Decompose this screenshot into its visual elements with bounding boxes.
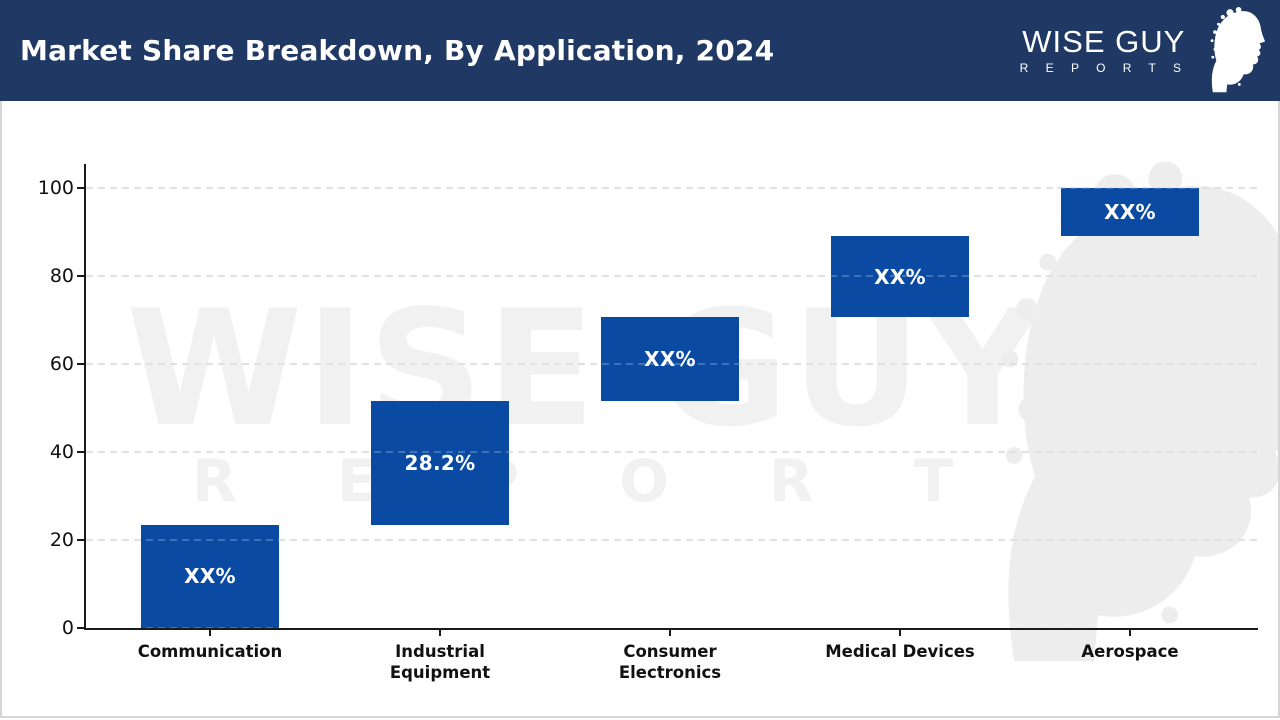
gridline — [86, 187, 1258, 189]
logo-text: WISE GUY R E P O R T S — [1019, 24, 1188, 75]
x-axis-label-consumer-electronics: Consumer Electronics — [618, 642, 722, 682]
y-tick-mark — [77, 363, 85, 365]
gridline-overlay — [86, 275, 1258, 277]
bar-medical-devices: XX% — [831, 235, 969, 318]
x-axis-label-aerospace: Aerospace — [1081, 642, 1179, 661]
x-tick-mark — [209, 629, 211, 636]
page-title: Market Share Breakdown, By Application, … — [20, 34, 775, 67]
y-tick-label: 0 — [61, 617, 74, 639]
chart-area: WISE GUY R E P O R T S 0 20 40 60 80 100 XX% Co… — [0, 101, 1280, 720]
gridline — [86, 539, 1258, 541]
bar-communication: XX% — [141, 524, 279, 628]
y-tick-mark — [77, 627, 85, 629]
gridline-overlay — [86, 187, 1258, 189]
gridline-overlay — [86, 451, 1258, 453]
x-axis-label-medical-devices: Medical Devices — [825, 642, 975, 661]
wiseguy-logo: WISE GUY R E P O R T S — [1020, 7, 1270, 93]
bar-value-label: 28.2% — [404, 450, 476, 475]
bar-industrial-equipment: 28.2% — [371, 400, 509, 525]
y-tick-mark — [77, 187, 85, 189]
y-tick-label: 80 — [49, 265, 74, 287]
y-tick-mark — [77, 275, 85, 277]
gridline-overlay — [86, 539, 1258, 541]
x-tick-mark — [1129, 629, 1131, 636]
y-tick-label: 40 — [49, 441, 74, 463]
watermark-text-secondary: R E P O R T S — [192, 447, 1136, 515]
bar-value-label: XX% — [874, 264, 926, 289]
bar-consumer-electronics: XX% — [601, 317, 739, 401]
wiseguy-face-icon — [1190, 7, 1270, 93]
logo-text-secondary: R E P O R T S — [1019, 60, 1188, 75]
gridline — [86, 275, 1258, 277]
bar-value-label: XX% — [644, 346, 696, 371]
x-axis-label-communication: Communication — [137, 642, 283, 661]
bar-value-label: XX% — [1104, 199, 1156, 224]
y-axis-line — [84, 164, 86, 630]
logo-text-primary: WISE GUY — [1022, 24, 1186, 60]
x-tick-mark — [899, 629, 901, 636]
x-axis-line — [84, 628, 1258, 630]
x-axis-label-industrial-equipment: Industrial Equipment — [389, 642, 491, 682]
x-tick-mark — [669, 629, 671, 636]
plot-area: 0 20 40 60 80 100 XX% Communication 28.2% Industr… — [0, 101, 1280, 720]
y-tick-label: 100 — [37, 177, 74, 199]
gridline — [86, 451, 1258, 453]
y-tick-mark — [77, 451, 85, 453]
bar-value-label: XX% — [184, 564, 236, 589]
y-tick-label: 60 — [49, 353, 74, 375]
y-tick-label: 20 — [49, 529, 74, 551]
gridline-overlay — [86, 363, 1258, 365]
bar-aerospace: XX% — [1061, 188, 1199, 236]
header: Market Share Breakdown, By Application, … — [0, 0, 1280, 101]
x-tick-mark — [439, 629, 441, 636]
y-tick-mark — [77, 539, 85, 541]
